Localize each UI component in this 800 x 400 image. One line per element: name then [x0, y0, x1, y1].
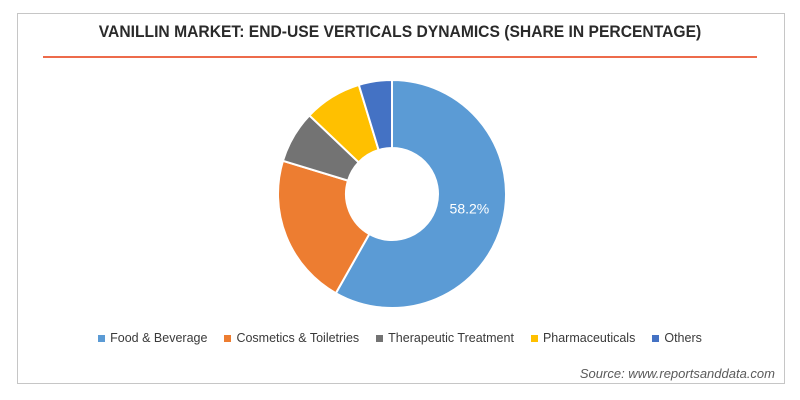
legend-swatch-pharmaceuticals — [530, 334, 538, 342]
legend-swatch-food-beverage — [98, 334, 106, 342]
legend-label: Cosmetics & Toiletries — [236, 331, 360, 345]
data-label-food-beverage: 58.2% — [450, 200, 490, 216]
legend-item-food-beverage: Food & Beverage — [98, 331, 207, 345]
legend-swatch-therapeutic-treatment — [376, 334, 384, 342]
chart-frame — [17, 13, 785, 384]
chart-legend: Food & Beverage Cosmetics & Toiletries The… — [0, 331, 800, 345]
page-title: VANILLIN MARKET: END-USE VERTICALS DYNAM… — [98, 22, 702, 41]
legend-item-therapeutic-treatment: Therapeutic Treatment — [376, 331, 514, 345]
legend-item-pharmaceuticals: Pharmaceuticals — [530, 331, 636, 345]
source-text: Source: www.reportsanddata.com — [579, 366, 775, 381]
legend-label: Others — [664, 331, 702, 345]
legend-item-others: Others — [652, 331, 702, 345]
legend-swatch-others — [652, 334, 660, 342]
title-divider — [43, 56, 757, 58]
legend-swatch-cosmetics-toiletries — [224, 334, 232, 342]
legend-label: Food & Beverage — [110, 331, 208, 345]
legend-label: Therapeutic Treatment — [388, 331, 514, 345]
slice-food-beverage — [334, 78, 507, 309]
legend-item-cosmetics-toiletries: Cosmetics & Toiletries — [224, 331, 359, 345]
legend-label: Pharmaceuticals — [542, 331, 636, 345]
slice-others — [357, 78, 393, 152]
slice-cosmetics-toiletries — [276, 159, 371, 295]
